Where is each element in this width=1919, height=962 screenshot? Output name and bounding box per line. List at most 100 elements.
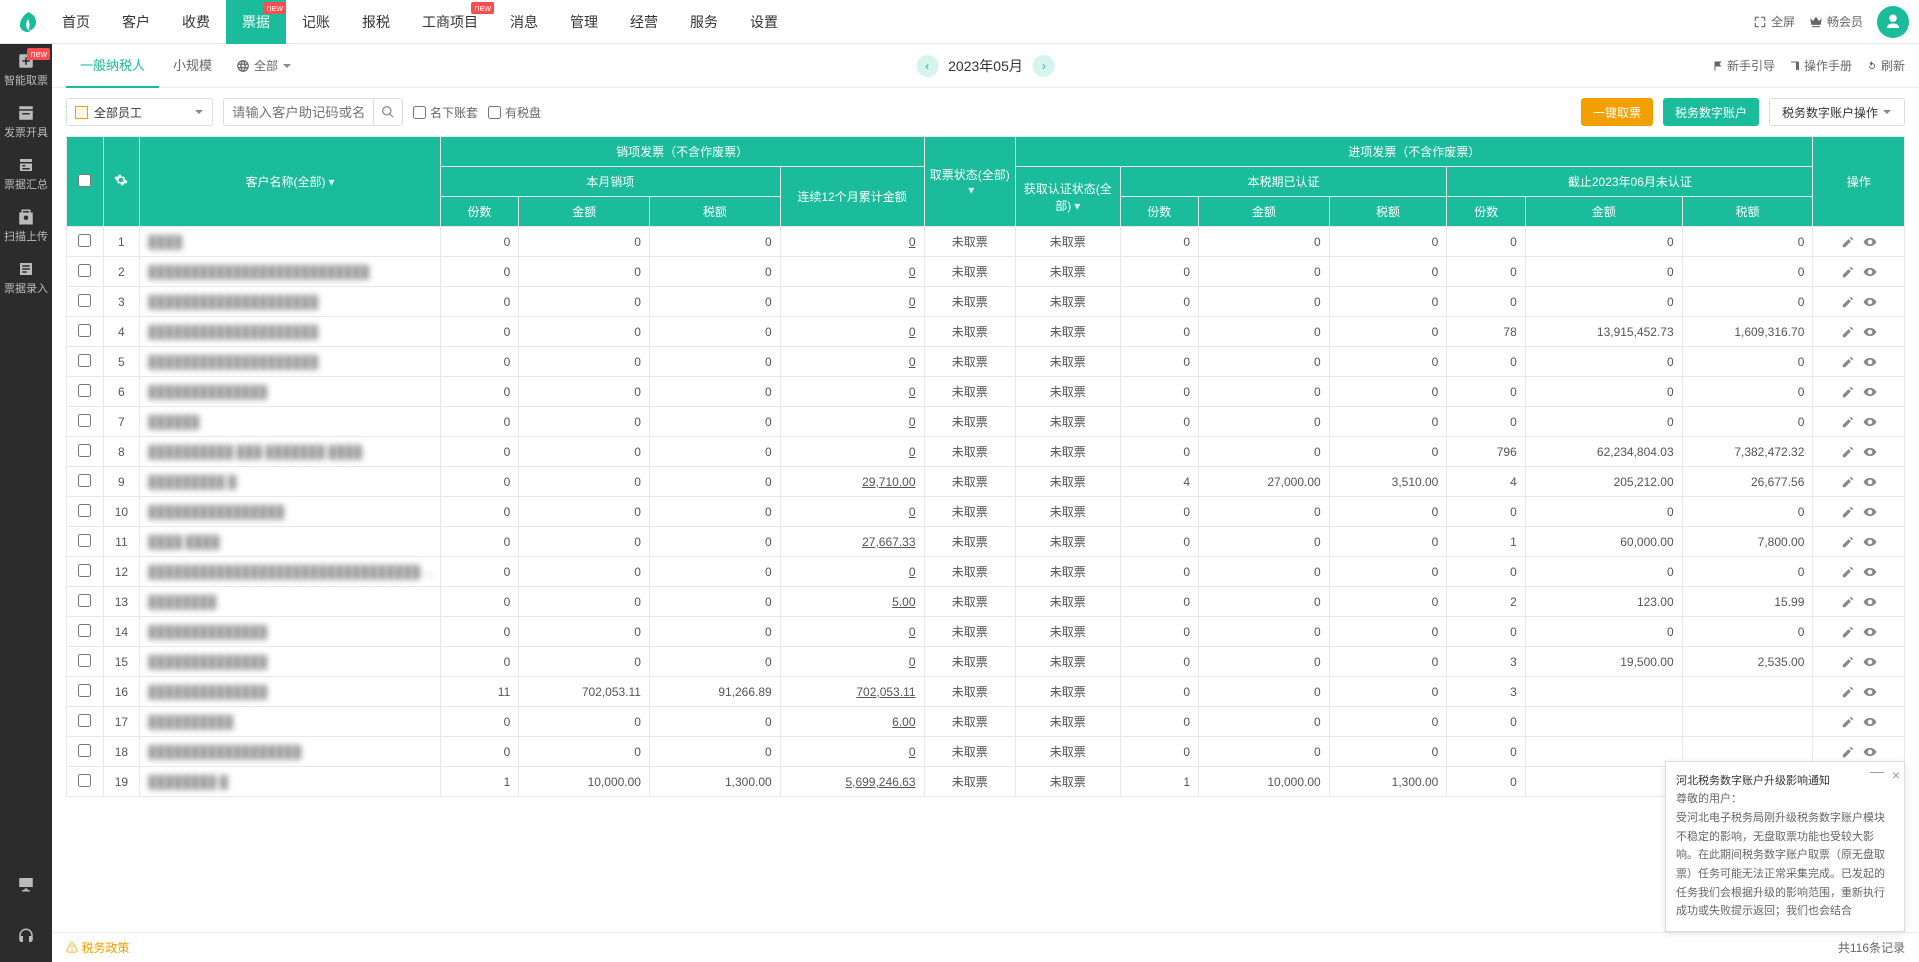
edit-icon[interactable]: [1841, 685, 1855, 699]
col-cert-status[interactable]: 获取认证状态(全部)▾: [1016, 167, 1121, 227]
topnav-item-2[interactable]: 收费: [166, 0, 226, 44]
edit-icon[interactable]: [1841, 445, 1855, 459]
cum-link[interactable]: 0: [780, 647, 924, 677]
customer-name[interactable]: ████████████████████████████████ ...: [140, 557, 441, 587]
sidebar-item-4[interactable]: 票据录入: [0, 252, 52, 304]
tab-0[interactable]: 一般纳税人: [66, 44, 159, 88]
cum-link[interactable]: 5.00: [780, 587, 924, 617]
view-icon[interactable]: [1863, 265, 1877, 279]
customer-name[interactable]: ████████████████████: [140, 287, 441, 317]
period-prev-button[interactable]: ‹: [916, 55, 938, 77]
topnav-item-6[interactable]: 工商项目new: [406, 0, 494, 44]
view-icon[interactable]: [1863, 235, 1877, 249]
search-input[interactable]: [223, 98, 373, 126]
cum-link[interactable]: 0: [780, 407, 924, 437]
row-checkbox[interactable]: [78, 294, 91, 307]
row-checkbox[interactable]: [78, 414, 91, 427]
view-icon[interactable]: [1863, 385, 1877, 399]
topnav-item-0[interactable]: 首页: [46, 0, 106, 44]
sidebar-monitor[interactable]: [0, 858, 52, 910]
customer-name[interactable]: ████: [140, 227, 441, 257]
notice-minimize-button[interactable]: —: [1870, 766, 1884, 776]
view-icon[interactable]: [1863, 445, 1877, 459]
cum-link[interactable]: 0: [780, 437, 924, 467]
customer-name[interactable]: ████████████████████: [140, 347, 441, 377]
customer-name[interactable]: ██████████████: [140, 647, 441, 677]
cum-link[interactable]: 6.00: [780, 707, 924, 737]
customer-name[interactable]: ████████████████████: [140, 317, 441, 347]
view-icon[interactable]: [1863, 505, 1877, 519]
row-checkbox[interactable]: [78, 474, 91, 487]
edit-icon[interactable]: [1841, 655, 1855, 669]
tax-account-button[interactable]: 税务数字账户: [1663, 98, 1759, 126]
row-checkbox[interactable]: [78, 654, 91, 667]
cum-link[interactable]: 0: [780, 557, 924, 587]
fullscreen-button[interactable]: 全屏: [1753, 13, 1795, 30]
col-fetch-status[interactable]: 取票状态(全部)▾: [924, 137, 1016, 227]
topnav-item-4[interactable]: 记账: [286, 0, 346, 44]
topnav-item-11[interactable]: 设置: [734, 0, 794, 44]
view-icon[interactable]: [1863, 565, 1877, 579]
cum-link[interactable]: 27,667.33: [780, 527, 924, 557]
view-icon[interactable]: [1863, 325, 1877, 339]
row-checkbox[interactable]: [78, 234, 91, 247]
cum-link[interactable]: 5,699,246.63: [780, 767, 924, 797]
cum-link[interactable]: 0: [780, 617, 924, 647]
cum-link[interactable]: 29,710.00: [780, 467, 924, 497]
row-checkbox[interactable]: [78, 354, 91, 367]
col-customer[interactable]: 客户名称(全部)▾: [140, 137, 441, 227]
row-checkbox[interactable]: [78, 264, 91, 277]
view-icon[interactable]: [1863, 355, 1877, 369]
customer-name[interactable]: ██████████ ███ ███████ ████: [140, 437, 441, 467]
sidebar-support[interactable]: [0, 910, 52, 962]
edit-icon[interactable]: [1841, 565, 1855, 579]
row-checkbox[interactable]: [78, 744, 91, 757]
view-icon[interactable]: [1863, 475, 1877, 489]
row-checkbox[interactable]: [78, 594, 91, 607]
customer-name[interactable]: █████████ █: [140, 467, 441, 497]
avatar[interactable]: [1877, 6, 1909, 38]
logo[interactable]: [10, 4, 46, 40]
view-icon[interactable]: [1863, 415, 1877, 429]
period-next-button[interactable]: ›: [1033, 55, 1055, 77]
manual-button[interactable]: 操作手册: [1789, 57, 1852, 74]
edit-icon[interactable]: [1841, 295, 1855, 309]
topnav-item-3[interactable]: 票据new: [226, 0, 286, 44]
cum-link[interactable]: 0: [780, 257, 924, 287]
view-icon[interactable]: [1863, 625, 1877, 639]
view-icon[interactable]: [1863, 655, 1877, 669]
customer-name[interactable]: ████████████████: [140, 497, 441, 527]
edit-icon[interactable]: [1841, 385, 1855, 399]
edit-icon[interactable]: [1841, 265, 1855, 279]
edit-icon[interactable]: [1841, 235, 1855, 249]
cum-link[interactable]: 0: [780, 497, 924, 527]
cum-link[interactable]: 702,053.11: [780, 677, 924, 707]
edit-icon[interactable]: [1841, 505, 1855, 519]
customer-name[interactable]: ████████ █: [140, 767, 441, 797]
edit-icon[interactable]: [1841, 325, 1855, 339]
select-all-checkbox[interactable]: [78, 174, 91, 187]
cum-link[interactable]: 0: [780, 287, 924, 317]
region-select[interactable]: 全部: [236, 57, 292, 74]
staff-select[interactable]: 全部员工: [66, 98, 213, 126]
row-checkbox[interactable]: [78, 714, 91, 727]
view-icon[interactable]: [1863, 595, 1877, 609]
sidebar-item-3[interactable]: 扫描上传: [0, 200, 52, 252]
table-wrap[interactable]: 客户名称(全部)▾ 销项发票（不含作废票） 取票状态(全部)▾ 进项发票（不含作…: [52, 136, 1919, 932]
edit-icon[interactable]: [1841, 595, 1855, 609]
search-button[interactable]: [373, 98, 403, 126]
edit-icon[interactable]: [1841, 415, 1855, 429]
row-checkbox[interactable]: [78, 774, 91, 787]
cum-link[interactable]: 0: [780, 737, 924, 767]
customer-name[interactable]: ██████: [140, 407, 441, 437]
cum-link[interactable]: 0: [780, 377, 924, 407]
row-checkbox[interactable]: [78, 534, 91, 547]
refresh-button[interactable]: 刷新: [1866, 57, 1905, 74]
topnav-item-10[interactable]: 服务: [674, 0, 734, 44]
one-click-fetch-button[interactable]: 一键取票: [1581, 98, 1653, 126]
row-checkbox[interactable]: [78, 564, 91, 577]
tax-policy-link[interactable]: ⚠ 税务政策: [66, 939, 129, 956]
chk-has-disk[interactable]: 有税盘: [488, 104, 541, 121]
cum-link[interactable]: 0: [780, 227, 924, 257]
topnav-item-9[interactable]: 经营: [614, 0, 674, 44]
